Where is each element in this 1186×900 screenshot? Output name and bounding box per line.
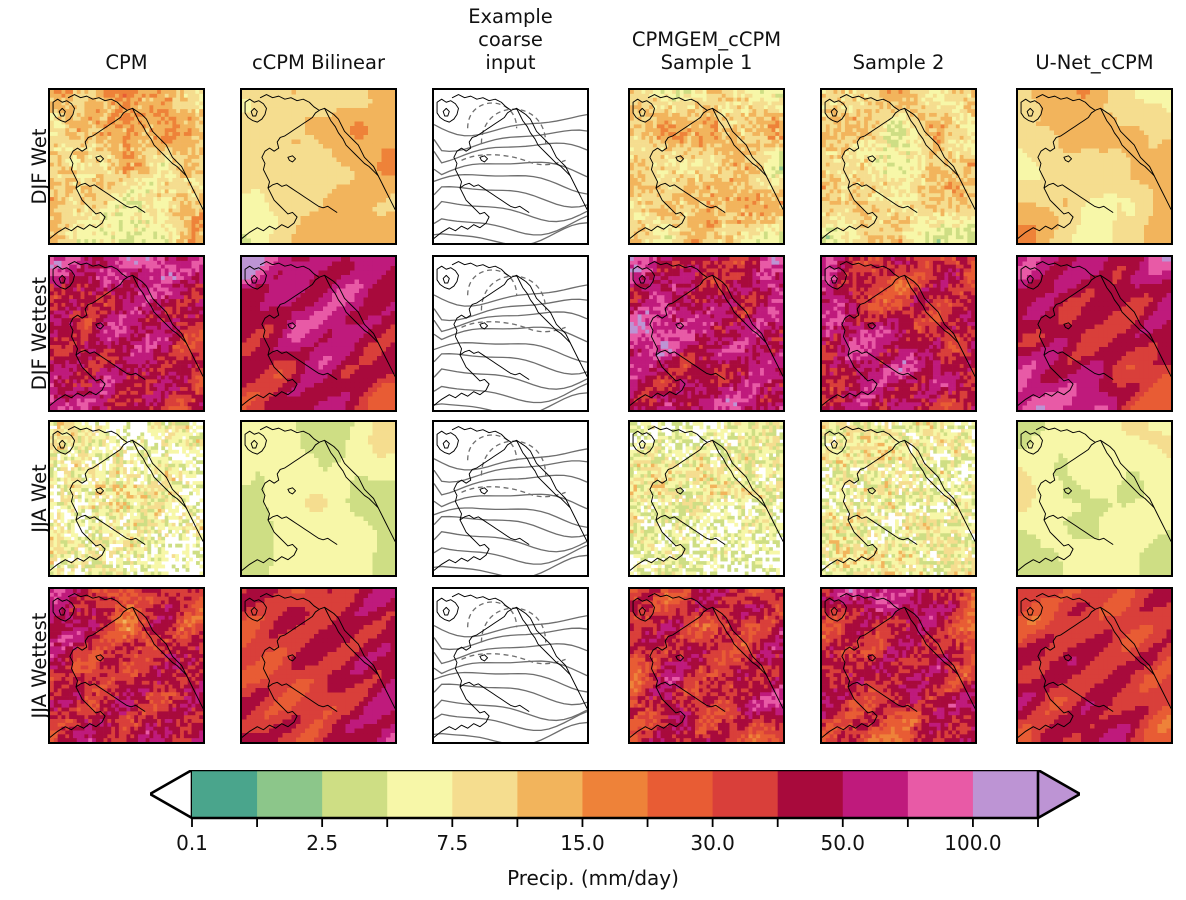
map-panel-djf-wet-cpmgem-sample1 [628,88,785,245]
map-panel-jja-wet-coarse-input [432,420,589,577]
colorbar-tick-label-3: 15.0 [560,831,605,855]
colorbar-segment-1 [257,770,323,818]
map-panel-jja-wettest-cpmgem-sample2 [820,587,977,744]
map-panel-djf-wettest-coarse-input [432,255,589,412]
map-panel-djf-wet-ccpm-bilinear [240,88,397,245]
map-panel-jja-wet-cpmgem-sample2 [820,420,977,577]
map-panel-djf-wettest-ccpm-bilinear [240,255,397,412]
map-panel-djf-wet-cpmgem-sample2 [820,88,977,245]
colorbar-segment-0 [192,770,258,818]
map-panel-djf-wet-coarse-input [432,88,589,245]
colorbar-segment-8 [712,770,779,818]
colorbar-tick-label-2: 7.5 [436,831,468,855]
map-panel-jja-wettest-coarse-input [432,587,589,744]
map-panel-djf-wettest-cpm [48,255,205,412]
colorbar-segment-5 [517,770,583,818]
colorbar-segment-2 [322,770,388,818]
colorbar-segment-7 [647,770,714,818]
colorbar-under-arrow [150,770,194,820]
map-panel-djf-wettest-unet-ccpm [1016,255,1173,412]
map-panel-djf-wettest-cpmgem-sample2 [820,255,977,412]
map-panel-jja-wettest-unet-ccpm [1016,587,1173,744]
colorbar-tick-label-4: 30.0 [690,831,735,855]
colorbar: 0.1 2.5 7.5 15.0 30.0 50.0 100.0 [150,770,1080,890]
colorbar-segment-11 [907,770,974,818]
map-panel-jja-wettest-cpmgem-sample1 [628,587,785,744]
colorbar-over-arrow [1036,770,1080,820]
map-panel-jja-wet-cpmgem-sample1 [628,420,785,577]
column-header-ccpm-bilinear: cCPM Bilinear [214,51,423,74]
column-header-cpm: CPM [22,51,231,74]
map-panel-jja-wet-cpm [48,420,205,577]
column-header-unet-ccpm: U-Net_cCPM [990,51,1186,74]
colorbar-segment-3 [387,770,453,818]
colorbar-tick-label-0: 0.1 [176,831,208,855]
map-panel-jja-wettest-cpm [48,587,205,744]
colorbar-title: Precip. (mm/day) [0,866,1186,890]
colorbar-segment-10 [842,770,909,818]
column-header-coarse-input: Example coarse input [406,5,615,74]
colorbar-segment-12 [972,770,1039,818]
map-panel-jja-wet-unet-ccpm [1016,420,1173,577]
map-panel-djf-wet-unet-ccpm [1016,88,1173,245]
colorbar-tick-label-5: 50.0 [821,831,866,855]
colorbar-tick-label-6: 100.0 [944,831,1001,855]
column-header-cpmgem-sample1: CPMGEM_cCPM Sample 1 [602,28,811,74]
map-panel-jja-wet-ccpm-bilinear [240,420,397,577]
colorbar-segment-4 [452,770,518,818]
colorbar-segment-6 [582,770,648,818]
column-header-cpmgem-sample2: Sample 2 [794,51,1003,74]
map-panel-jja-wettest-ccpm-bilinear [240,587,397,744]
map-panel-djf-wettest-cpmgem-sample1 [628,255,785,412]
colorbar-tick-label-1: 2.5 [306,831,338,855]
colorbar-segment-9 [777,770,844,818]
map-panel-djf-wet-cpm [48,88,205,245]
